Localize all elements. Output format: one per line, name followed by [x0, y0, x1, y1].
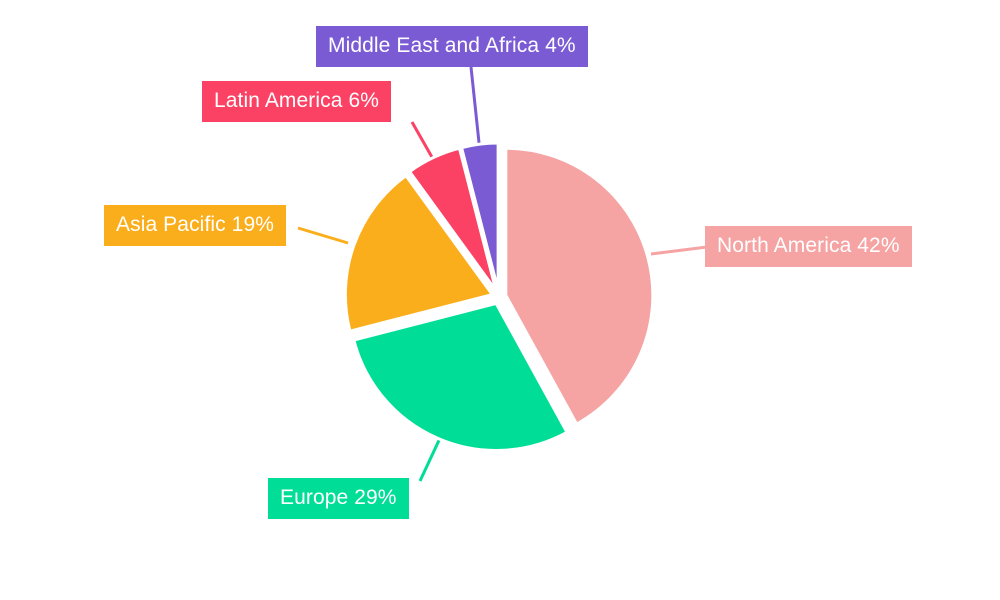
pie-slice-europe[interactable] — [352, 301, 569, 452]
slice-label-asia-pacific[interactable]: Asia Pacific 19% — [104, 205, 287, 246]
pie-slice-latin-america[interactable] — [408, 146, 498, 293]
leader-line-middle-east-and-africa — [469, 66, 482, 153]
leader-line-asia-pacific — [297, 226, 349, 245]
pie-slice-north-america[interactable] — [504, 146, 655, 426]
slice-label-latin-america[interactable]: Latin America 6% — [202, 81, 392, 122]
pie-slice-asia-pacific[interactable] — [343, 174, 494, 333]
slice-label-north-america[interactable]: North America 42% — [705, 226, 912, 267]
pie-slice-middle-east-and-africa[interactable] — [460, 141, 500, 292]
pie-wedge-group — [343, 141, 655, 452]
slice-label-middle-east-and-africa[interactable]: Middle East and Africa 4% — [316, 26, 588, 67]
leader-line-europe — [418, 435, 443, 482]
slice-label-europe[interactable]: Europe 29% — [268, 478, 409, 519]
leader-line-north-america — [650, 245, 708, 256]
